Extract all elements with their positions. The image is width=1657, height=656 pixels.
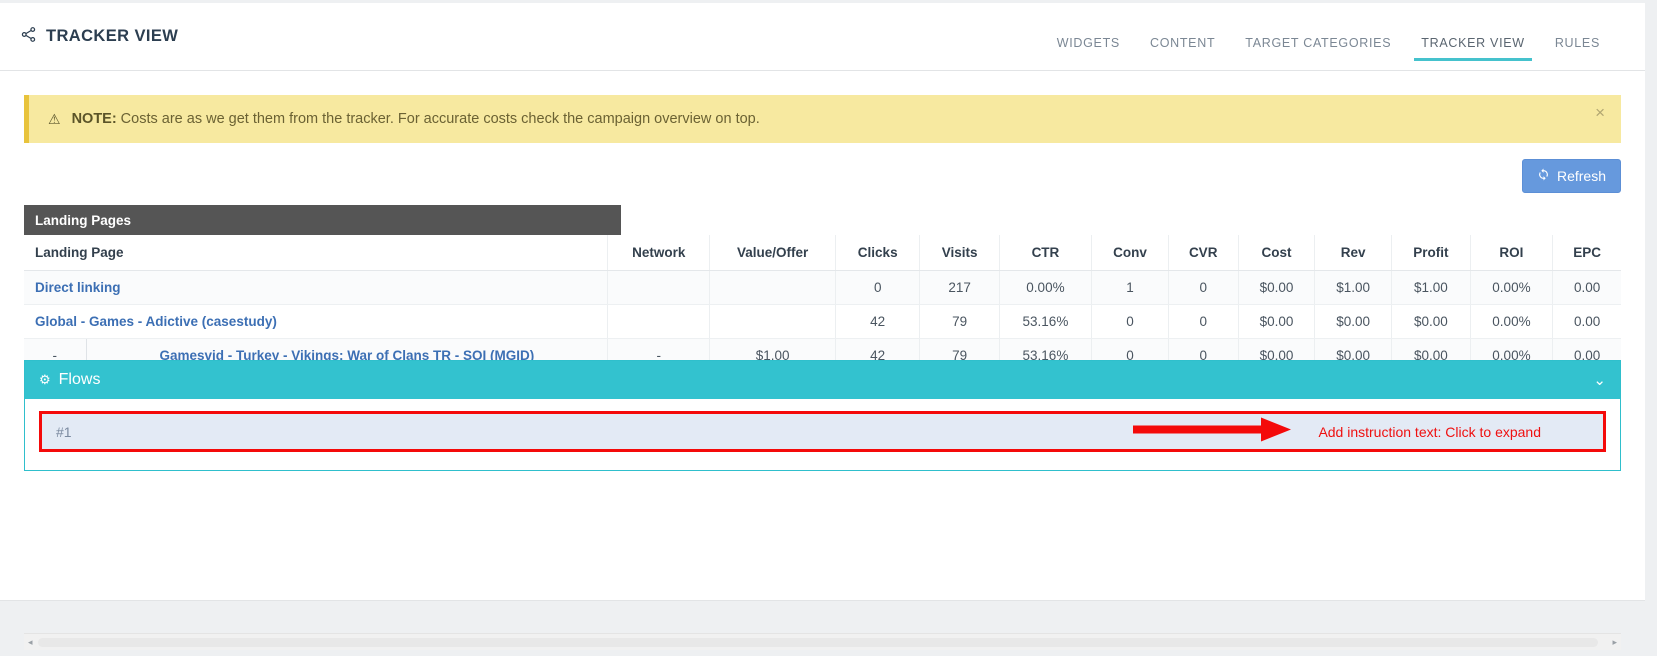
annotation-text: Add instruction text: Click to expand <box>1318 423 1541 440</box>
cell-cost: $0.00 <box>1237 270 1315 305</box>
close-icon[interactable]: × <box>1595 103 1605 122</box>
flows-title: Flows <box>58 371 101 388</box>
cell-profit: $0.00 <box>1391 304 1471 339</box>
col-conv[interactable]: Conv <box>1091 235 1169 271</box>
note-banner: ⚠ NOTE: Costs are as we get them from th… <box>24 95 1621 143</box>
tab-rules-label: RULES <box>1554 35 1600 50</box>
scrollbar-thumb[interactable] <box>38 637 1598 647</box>
landing-pages-section-title: Landing Pages <box>24 205 621 235</box>
table-row: Global - Games - Adictive (casestudy) 42… <box>24 304 1621 339</box>
cell-network <box>607 304 710 339</box>
table-row: Direct linking 0 217 0.00% 1 0 $0.00 $1.… <box>24 270 1621 305</box>
refresh-label: Refresh <box>1556 168 1606 184</box>
right-gutter <box>1645 0 1657 656</box>
row-landing-page-name[interactable]: Global - Games - Adictive (casestudy) <box>24 304 608 339</box>
col-profit[interactable]: Profit <box>1391 235 1471 271</box>
table-row: - Gamesvid - Turkey - Vikings: War of Cl… <box>24 338 1621 373</box>
cell-value-offer <box>709 270 836 305</box>
flows-header[interactable]: ⚙ Flows ⌄ <box>25 361 1620 399</box>
cell-ctr: 53.16% <box>998 304 1092 339</box>
flows-section: ⚙ Flows ⌄ #1 Add instruction text: Click… <box>24 360 1621 471</box>
share-network-icon <box>20 26 37 48</box>
warning-triangle-icon: ⚠ <box>48 111 61 127</box>
cell-epc: 0.00 <box>1552 270 1621 305</box>
cell-roi: 0.00% <box>1469 270 1553 305</box>
tab-widgets-label: WIDGETS <box>1056 35 1120 50</box>
refresh-sync-icon <box>1537 168 1550 184</box>
refresh-button[interactable]: Refresh <box>1521 159 1621 193</box>
tab-tracker-view-label: TRACKER VIEW <box>1421 35 1525 50</box>
cell-conv: 1 <box>1091 270 1169 305</box>
tab-content-label: CONTENT <box>1149 35 1216 50</box>
tab-target-categories-label: TARGET CATEGORIES <box>1245 35 1392 50</box>
cell-cost: $0.00 <box>1237 304 1315 339</box>
gear-icon: ⚙ <box>39 372 51 387</box>
cell-clicks: 0 <box>834 270 920 305</box>
cell-conv: 0 <box>1091 304 1169 339</box>
tab-widgets[interactable]: WIDGETS <box>1042 3 1135 71</box>
cell-epc: 0.00 <box>1552 304 1621 339</box>
cell-rev: $0.00 <box>1314 304 1392 339</box>
note-message: Costs are as we get them from the tracke… <box>120 111 760 127</box>
flow-id-label: #1 <box>56 423 72 440</box>
col-value-offer[interactable]: Value/Offer <box>709 235 836 271</box>
note-label: NOTE: <box>71 111 117 127</box>
tab-tracker-view[interactable]: TRACKER VIEW <box>1406 3 1540 71</box>
cell-rev: $1.00 <box>1314 270 1392 305</box>
cell-profit: $1.00 <box>1391 270 1471 305</box>
cell-cvr: 0 <box>1167 304 1239 339</box>
horizontal-scrollbar[interactable]: ◂ ▸ <box>24 633 1621 650</box>
col-visits[interactable]: Visits <box>919 235 1000 271</box>
cell-network <box>607 270 710 305</box>
cell-value-offer <box>709 304 836 339</box>
cell-cvr: 0 <box>1167 270 1239 305</box>
flows-body: #1 Add instruction text: Click to expand <box>25 399 1620 470</box>
flow-row-1[interactable]: #1 Add instruction text: Click to expand <box>39 411 1606 452</box>
cell-visits: 217 <box>919 270 1000 305</box>
top-bar: TRACKER VIEW WIDGETS CONTENT TARGET CATE… <box>0 3 1645 71</box>
cell-roi: 0.00% <box>1469 304 1553 339</box>
col-cost[interactable]: Cost <box>1237 235 1315 271</box>
col-epc[interactable]: EPC <box>1552 235 1621 271</box>
col-ctr[interactable]: CTR <box>998 235 1092 271</box>
landing-page-link[interactable]: Global - Games - Adictive (casestudy) <box>35 313 277 329</box>
main-panel: ⚠ NOTE: Costs are as we get them from th… <box>0 71 1645 650</box>
landing-page-link[interactable]: Direct linking <box>35 279 121 295</box>
offer-link[interactable]: Gamesvid - Turkey - Vikings: War of Clan… <box>159 347 535 363</box>
tab-target-categories[interactable]: TARGET CATEGORIES <box>1230 3 1406 71</box>
tab-content[interactable]: CONTENT <box>1135 3 1230 71</box>
col-clicks[interactable]: Clicks <box>834 235 920 271</box>
cell-visits: 79 <box>919 304 1000 339</box>
col-landing-page[interactable]: Landing Page <box>24 235 608 271</box>
cell-clicks: 42 <box>834 304 920 339</box>
cell-ctr: 0.00% <box>998 270 1092 305</box>
tab-rules[interactable]: RULES <box>1540 3 1615 71</box>
chevron-down-icon[interactable]: ⌄ <box>1593 372 1606 389</box>
table-header-row: Landing Page Network Value/Offer Clicks … <box>24 235 1621 271</box>
row-landing-page-name[interactable]: Direct linking <box>24 270 608 305</box>
col-rev[interactable]: Rev <box>1314 235 1392 271</box>
scroll-right-arrow-icon[interactable]: ▸ <box>1612 636 1617 647</box>
col-cvr[interactable]: CVR <box>1167 235 1239 271</box>
page-title: TRACKER VIEW <box>46 27 179 45</box>
scroll-left-arrow-icon[interactable]: ◂ <box>28 636 33 647</box>
main-tabs: WIDGETS CONTENT TARGET CATEGORIES TRACKE… <box>1042 3 1645 71</box>
col-network[interactable]: Network <box>607 235 710 271</box>
page-title-group: TRACKER VIEW <box>20 26 178 48</box>
col-roi[interactable]: ROI <box>1469 235 1553 271</box>
right-arrow-annotation <box>1133 416 1293 447</box>
